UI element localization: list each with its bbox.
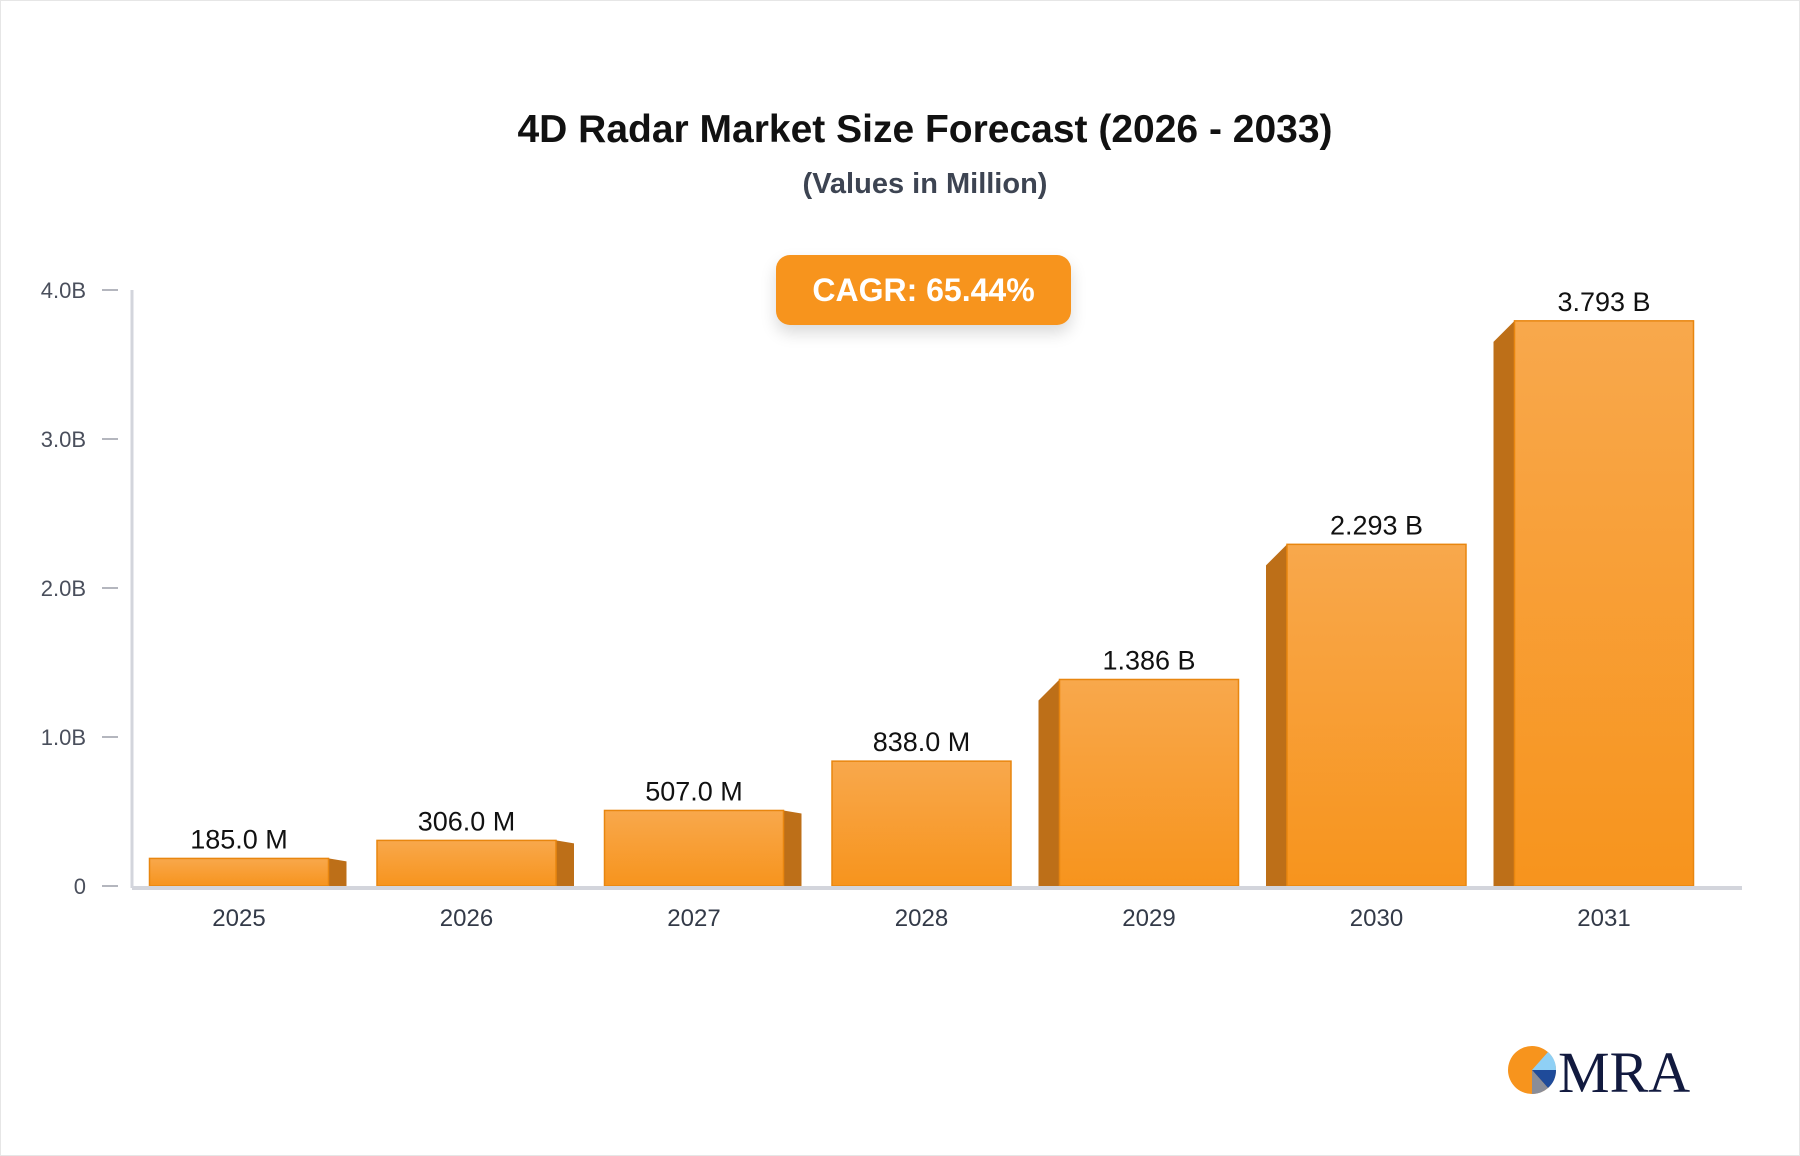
bar-side: [783, 810, 802, 886]
bar-2027: [603, 809, 785, 887]
bar-side: [1493, 320, 1515, 886]
svg-text:MRA: MRA: [1558, 1040, 1690, 1100]
x-tick-label: 2030: [1350, 905, 1403, 932]
y-tick-label: 4.0B: [41, 278, 86, 303]
bar-2028: [831, 760, 1012, 887]
x-tick-label: 2031: [1577, 905, 1630, 932]
bar-2030: [1286, 543, 1467, 887]
x-tick-label: 2025: [212, 905, 265, 932]
bar-side: [328, 858, 347, 886]
value-label: 3.793 B: [1557, 287, 1650, 317]
mra-logo: MRA: [1508, 1040, 1690, 1100]
y-tick-label: 1.0B: [41, 725, 86, 750]
chart-title: 4D Radar Market Size Forecast (2026 - 20…: [517, 108, 1333, 151]
chart-subtitle: (Values in Million): [802, 168, 1048, 200]
cagr-badge: CAGR: 65.44%: [776, 255, 1071, 325]
value-label: 838.0 M: [873, 727, 971, 757]
bar-2029: [1058, 678, 1240, 887]
y-tick-label: 3.0B: [41, 427, 86, 452]
bar-2026: [376, 839, 557, 887]
bar-side: [1038, 679, 1060, 886]
x-tick-label: 2026: [440, 905, 493, 932]
x-tick-label: 2028: [895, 905, 948, 932]
x-tick-label: 2029: [1122, 905, 1175, 932]
value-label: 1.386 B: [1102, 645, 1195, 675]
value-label: 2.293 B: [1330, 510, 1423, 540]
y-tick-label: 2.0B: [41, 576, 86, 601]
bar-2025: [148, 857, 330, 887]
bar-side: [556, 840, 574, 886]
x-tick-label: 2027: [667, 905, 720, 932]
bar-2031: [1513, 320, 1695, 887]
value-label: 306.0 M: [418, 806, 516, 836]
bar-side: [1266, 544, 1287, 886]
value-label: 507.0 M: [645, 776, 743, 806]
y-tick-label: 0: [74, 874, 86, 899]
value-label: 185.0 M: [190, 824, 288, 854]
